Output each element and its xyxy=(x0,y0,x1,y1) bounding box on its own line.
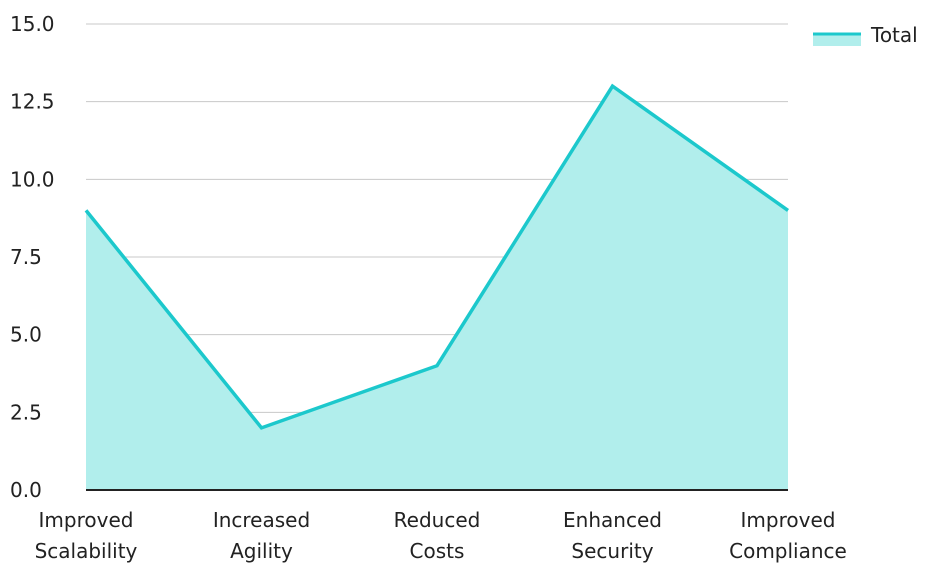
x-category-label: Agility xyxy=(230,539,293,563)
y-tick-label: 12.5 xyxy=(10,90,55,114)
y-tick-label: 15.0 xyxy=(10,12,55,36)
x-category-label: Scalability xyxy=(35,539,138,563)
x-category-label: Improved xyxy=(39,508,134,532)
y-axis-ticks: 0.0 2.5 5.0 7.5 10.0 12.5 15.0 xyxy=(10,12,55,502)
legend-label-total: Total xyxy=(870,23,918,47)
x-category-label: Improved xyxy=(741,508,836,532)
y-tick-label: 2.5 xyxy=(10,400,42,424)
legend-swatch-total xyxy=(813,34,861,46)
x-category-label: Increased xyxy=(213,508,310,532)
x-category-label: Costs xyxy=(410,539,465,563)
x-category-label: Security xyxy=(571,539,653,563)
legend: Total xyxy=(813,23,918,47)
area-series xyxy=(84,83,790,491)
y-tick-label: 0.0 xyxy=(10,478,42,502)
x-category-label: Enhanced xyxy=(563,508,662,532)
y-tick-label: 7.5 xyxy=(10,245,42,269)
area-fill-total xyxy=(86,86,788,490)
y-tick-label: 10.0 xyxy=(10,167,55,191)
x-axis-labels: Improved Scalability Increased Agility Reduc… xyxy=(35,508,847,563)
y-tick-label: 5.0 xyxy=(10,323,42,347)
x-category-label: Reduced xyxy=(394,508,481,532)
x-category-label: Compliance xyxy=(729,539,847,563)
